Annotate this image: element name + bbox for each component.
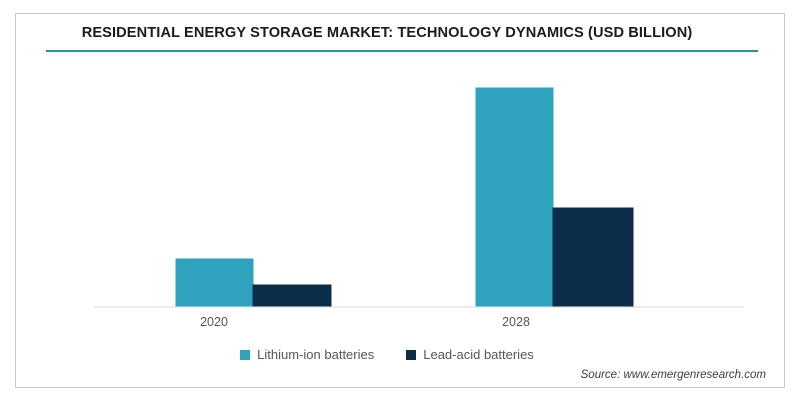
chart-legend: Lithium-ion batteries Lead-acid batterie… [16, 347, 758, 362]
bar-2028-lead-acid[interactable] [553, 208, 633, 306]
bar-2020-lithium-ion[interactable] [176, 259, 253, 306]
title-underline-rule [46, 50, 758, 52]
x-tick-label-2028: 2028 [502, 315, 530, 329]
legend-swatch-icon-lithium-ion [240, 349, 251, 360]
plot-area: 2020 2028 [16, 14, 786, 389]
legend-item-lithium-ion[interactable]: Lithium-ion batteries [240, 347, 374, 362]
legend-swatch-icon-lead-acid [406, 349, 417, 360]
source-attribution: Source: www.emergenresearch.com [580, 369, 766, 381]
bar-2028-lithium-ion[interactable] [476, 88, 553, 306]
legend-item-lead-acid[interactable]: Lead-acid batteries [406, 347, 534, 362]
x-axis-line [94, 306, 744, 308]
bar-2020-lead-acid[interactable] [253, 285, 331, 306]
chart-title: RESIDENTIAL ENERGY STORAGE MARKET: TECHN… [81, 25, 693, 41]
x-tick-label-2020: 2020 [200, 315, 228, 329]
legend-label-lithium-ion: Lithium-ion batteries [257, 347, 375, 362]
legend-label-lead-acid: Lead-acid batteries [423, 347, 534, 362]
chart-figure: RESIDENTIAL ENERGY STORAGE MARKET: TECHN… [15, 13, 785, 388]
